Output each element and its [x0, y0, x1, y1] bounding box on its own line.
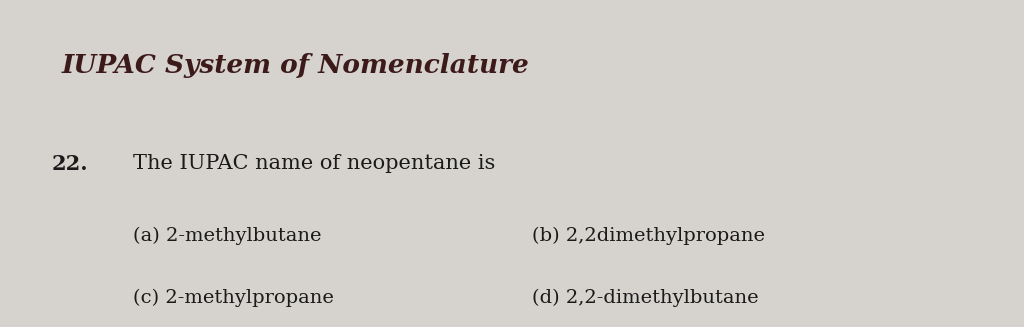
Text: The IUPAC name of neopentane is: The IUPAC name of neopentane is: [133, 154, 496, 173]
Text: (b) 2,2dimethylpropane: (b) 2,2dimethylpropane: [532, 226, 766, 245]
Text: (a) 2-methylbutane: (a) 2-methylbutane: [133, 226, 322, 245]
Text: IUPAC System of Nomenclature: IUPAC System of Nomenclature: [61, 53, 529, 78]
Text: 22.: 22.: [51, 153, 88, 174]
Text: (d) 2,2-dimethylbutane: (d) 2,2-dimethylbutane: [532, 288, 759, 307]
Text: (c) 2-methylpropane: (c) 2-methylpropane: [133, 288, 334, 307]
